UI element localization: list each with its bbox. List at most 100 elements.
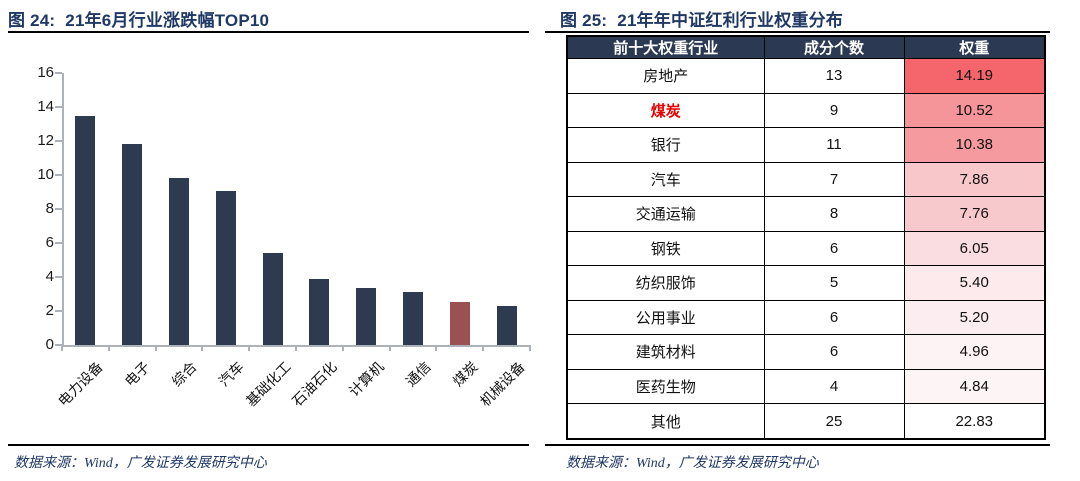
- x-axis-tick: [201, 345, 204, 351]
- figure-25-caption: 21年年中证红利行业权重分布: [617, 11, 844, 30]
- industry-weights-table: 前十大权重行业 成分个数 权重 房地产 13 14.19 煤炭 9 10.52 银行 11 10.3…: [566, 35, 1046, 440]
- industry-cell: 汽车: [566, 161, 765, 198]
- table-header-row: 前十大权重行业 成分个数 权重: [566, 35, 1046, 59]
- x-axis-tick: [248, 345, 251, 351]
- industry-cell: 交通运输: [566, 196, 765, 232]
- bar-煤炭: [449, 301, 470, 345]
- y-axis-tick-label: 8: [45, 200, 54, 217]
- x-axis-tick: [341, 345, 344, 351]
- table-row: 汽车 7 7.86: [566, 161, 1046, 198]
- y-axis-tick-label: 12: [37, 132, 54, 149]
- x-axis-tick: [482, 345, 485, 351]
- table-row: 其他 25 22.83: [566, 403, 1046, 440]
- industry-cell: 公用事业: [566, 299, 765, 336]
- y-axis-tick-label: 10: [37, 166, 54, 183]
- x-axis-label: 机械设备: [476, 358, 528, 410]
- y-axis-tick: [55, 106, 62, 108]
- y-axis-tick-label: 2: [45, 302, 54, 319]
- weight-cell: 4.84: [903, 368, 1046, 405]
- data-source-note: 数据来源：Wind，广发证券发展研究中心: [566, 456, 819, 471]
- y-axis-tick: [55, 140, 62, 142]
- column-header: 前十大权重行业: [566, 35, 765, 59]
- bar-汽车: [215, 191, 236, 345]
- weight-cell: 5.40: [903, 265, 1046, 301]
- count-cell: 4: [763, 368, 905, 405]
- count-cell: 6: [763, 299, 905, 336]
- table-row: 建筑材料 6 4.96: [566, 334, 1046, 370]
- column-header: 权重: [903, 35, 1046, 59]
- industry-cell: 纺织服饰: [566, 265, 765, 301]
- figure-24-panel: 图 24: 21年6月行业涨跌幅TOP10 0 2 4 6 8 10 12 14 16 电力设备 电子…: [0, 6, 540, 471]
- y-axis-tick-label: 6: [45, 234, 54, 251]
- count-cell: 6: [763, 230, 905, 267]
- x-axis-tick: [435, 345, 438, 351]
- y-axis-tick: [55, 208, 62, 210]
- bottom-divider: [545, 444, 1050, 446]
- bar-计算机: [356, 288, 377, 345]
- x-axis-tick: [154, 345, 157, 351]
- bar-电力设备: [75, 115, 96, 345]
- y-axis-tick-label: 14: [37, 98, 54, 115]
- y-axis-tick: [55, 310, 62, 312]
- title-divider: [545, 31, 1050, 33]
- weight-cell: 14.19: [903, 58, 1046, 94]
- bar-通信: [403, 292, 423, 345]
- table-row: 交通运输 8 7.76: [566, 196, 1046, 232]
- industry-cell: 建筑材料: [566, 334, 765, 370]
- y-axis-tick: [55, 174, 62, 176]
- table-row: 钢铁 6 6.05: [566, 230, 1046, 267]
- table-row: 煤炭 9 10.52: [566, 92, 1046, 129]
- figure-25-title: 图 25: 21年年中证红利行业权重分布: [560, 6, 843, 31]
- count-cell: 7: [763, 161, 905, 198]
- bar-综合: [169, 177, 189, 345]
- table-row: 银行 11 10.38: [566, 127, 1046, 163]
- weight-cell: 7.86: [903, 161, 1046, 198]
- figure-24-title: 图 24: 21年6月行业涨跌幅TOP10: [8, 6, 269, 31]
- data-source-note: 数据来源：Wind，广发证券发展研究中心: [14, 456, 267, 471]
- bar-机械设备: [496, 305, 517, 345]
- bar-基础化工: [262, 253, 283, 345]
- y-axis-tick: [55, 242, 62, 244]
- table-row: 房地产 13 14.19: [566, 58, 1046, 94]
- industry-cell: 银行: [566, 127, 765, 163]
- x-axis-tick: [107, 345, 110, 351]
- figure-24-caption: 21年6月行业涨跌幅TOP10: [65, 11, 270, 30]
- count-cell: 25: [763, 403, 905, 440]
- bar-电子: [122, 144, 143, 345]
- y-axis-tick: [55, 276, 62, 278]
- figure-24-number: 图 24:: [8, 11, 56, 30]
- weight-cell: 6.05: [903, 230, 1046, 267]
- x-axis-tick: [61, 345, 63, 351]
- figure-25-number: 图 25:: [560, 11, 608, 30]
- figure-25-panel: 图 25: 21年年中证红利行业权重分布 前十大权重行业 成分个数 权重 房地产 13 1…: [540, 0, 1080, 481]
- table-row: 纺织服饰 5 5.40: [566, 265, 1046, 301]
- weight-cell: 10.38: [903, 127, 1046, 163]
- weight-cell: 4.96: [903, 334, 1046, 370]
- weight-cell: 5.20: [903, 299, 1046, 336]
- industry-cell: 煤炭: [566, 92, 765, 129]
- y-axis-tick-label: 4: [45, 268, 54, 285]
- industry-cell: 钢铁: [566, 230, 765, 267]
- bottom-divider: [8, 444, 529, 446]
- y-axis-tick-label: 0: [45, 336, 54, 353]
- count-cell: 9: [763, 92, 905, 129]
- x-axis-tick: [388, 345, 391, 351]
- weight-cell: 22.83: [903, 403, 1046, 440]
- title-divider: [8, 31, 529, 33]
- x-axis-tick: [529, 345, 531, 351]
- industry-cell: 其他: [566, 403, 765, 440]
- industry-cell: 医药生物: [566, 368, 765, 405]
- column-header: 成分个数: [763, 35, 905, 59]
- bar-石油石化: [309, 278, 330, 345]
- industry-cell: 房地产: [566, 58, 765, 94]
- y-axis-tick-label: 16: [37, 64, 54, 81]
- table-row: 医药生物 4 4.84: [566, 368, 1046, 405]
- industry-change-bar-chart: 0 2 4 6 8 10 12 14 16 电力设备 电子 综合 汽车 基础化工 石油石化 计算机 通信 煤炭 机械…: [0, 36, 540, 444]
- weight-cell: 7.76: [903, 196, 1046, 232]
- y-axis-tick: [55, 344, 62, 346]
- count-cell: 8: [763, 196, 905, 232]
- y-axis-tick: [55, 72, 62, 74]
- y-axis: [62, 73, 64, 345]
- count-cell: 13: [763, 58, 905, 94]
